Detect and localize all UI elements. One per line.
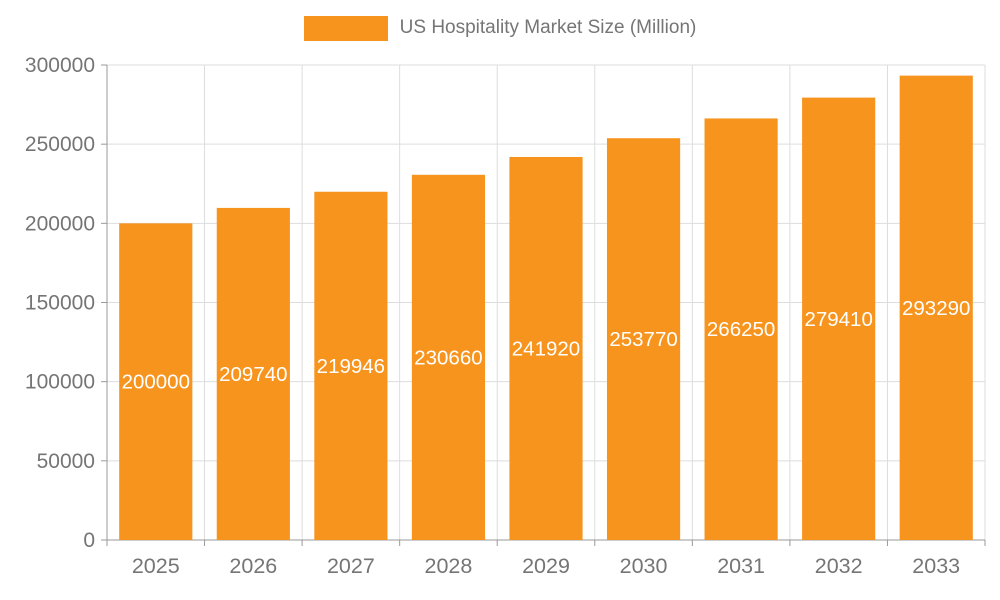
bar-value-label: 241920 <box>512 337 580 360</box>
bar <box>802 97 876 540</box>
bar-value-label: 230660 <box>414 346 482 369</box>
bar-value-label: 266250 <box>707 318 775 341</box>
y-tick-label: 200000 <box>25 212 95 235</box>
bar-value-label: 253770 <box>609 328 677 351</box>
x-tick-label: 2028 <box>425 554 473 578</box>
y-tick-label: 100000 <box>25 371 95 394</box>
legend-label: US Hospitality Market Size (Million) <box>399 17 697 38</box>
bar-value-label: 200000 <box>122 371 190 394</box>
legend-swatch <box>303 15 388 41</box>
y-tick-label: 150000 <box>25 292 95 315</box>
x-tick-label: 2027 <box>327 554 375 578</box>
bar <box>899 75 973 540</box>
y-tick-label: 250000 <box>25 133 95 156</box>
chart-legend: US Hospitality Market Size (Million) <box>0 14 1000 42</box>
bar <box>411 174 486 540</box>
bar <box>704 118 778 540</box>
x-tick-label: 2029 <box>522 554 570 578</box>
x-tick-label: 2033 <box>912 554 960 578</box>
bar <box>216 207 290 540</box>
x-tick-label: 2025 <box>132 554 180 578</box>
bar-value-label: 293290 <box>902 297 970 320</box>
bar <box>606 138 681 540</box>
bar-value-label: 209740 <box>219 363 287 386</box>
x-tick-label: 2030 <box>620 554 668 578</box>
bar-value-label: 279410 <box>804 308 872 331</box>
x-tick-label: 2026 <box>229 554 277 578</box>
y-tick-label: 50000 <box>37 450 95 473</box>
bar <box>119 223 193 541</box>
bar <box>314 191 388 540</box>
legend-item[interactable]: US Hospitality Market Size (Million) <box>303 15 697 41</box>
x-tick-label: 2031 <box>717 554 765 578</box>
y-tick-label: 300000 <box>25 54 95 77</box>
bar-value-label: 219946 <box>317 355 385 378</box>
y-tick-label: 0 <box>83 529 95 552</box>
x-tick-label: 2032 <box>815 554 863 578</box>
bar <box>509 156 583 540</box>
